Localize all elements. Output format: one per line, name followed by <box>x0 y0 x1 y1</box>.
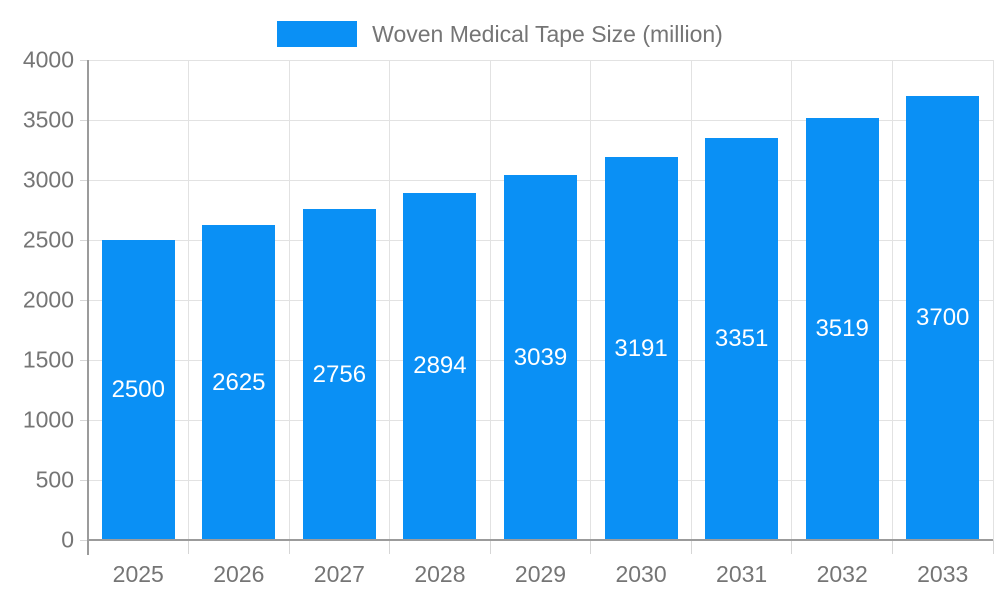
bar-value-label: 2625 <box>212 368 266 396</box>
y-axis-tick-label: 500 <box>35 466 74 493</box>
bar-value-label: 3039 <box>513 343 568 371</box>
y-axis-tick-label: 4000 <box>22 46 74 73</box>
y-axis-tick-label: 2500 <box>22 226 74 253</box>
x-axis-tick <box>389 540 391 554</box>
legend-swatch-icon <box>277 21 358 47</box>
bar-2033[interactable]: 3700 <box>906 96 980 540</box>
gridline-x <box>690 60 692 540</box>
bar-2031[interactable]: 3351 <box>705 137 779 540</box>
y-axis-tick <box>80 239 88 241</box>
x-axis-tick-label: 2033 <box>917 561 969 587</box>
y-axis-tick-label: 1500 <box>22 346 74 373</box>
x-axis-tick <box>288 540 290 554</box>
gridline-x <box>791 60 793 540</box>
x-axis-tick-label: 2031 <box>716 561 768 587</box>
x-axis-tick-label: 2025 <box>112 561 164 587</box>
x-axis-tick <box>489 540 491 554</box>
x-axis-tick <box>992 540 994 554</box>
y-axis-tick <box>80 179 88 181</box>
x-axis-tick-label: 2032 <box>816 561 868 587</box>
legend-label: Woven Medical Tape Size (million) <box>372 20 723 47</box>
y-axis-tick <box>80 119 88 121</box>
bar-value-label: 2756 <box>312 360 367 388</box>
gridline-x <box>891 60 893 540</box>
x-axis-tick-label: 2028 <box>414 561 466 587</box>
gridline-x <box>992 60 994 540</box>
bar-2025[interactable]: 2500 <box>101 240 175 540</box>
y-axis-tick-label: 1000 <box>22 406 74 433</box>
y-axis-line <box>87 60 89 555</box>
gridline-y-4000 <box>88 59 993 61</box>
bar-value-label: 3191 <box>614 334 668 362</box>
legend[interactable]: Woven Medical Tape Size (million) <box>0 16 1000 52</box>
y-axis-tick <box>80 299 88 301</box>
y-axis-tick-label: 0 <box>61 526 74 553</box>
bar-value-label: 2894 <box>413 352 467 380</box>
y-axis-tick-label: 2000 <box>22 286 74 313</box>
x-axis-tick <box>891 540 893 554</box>
x-axis-tick <box>590 540 592 554</box>
bar-2029[interactable]: 3039 <box>504 175 577 540</box>
bar-value-label: 2500 <box>111 376 165 403</box>
bar-value-label: 3519 <box>815 314 869 342</box>
y-axis-tick <box>80 419 88 421</box>
gridline-x <box>590 60 592 540</box>
y-axis-tick <box>80 479 88 481</box>
bar-value-label: 3700 <box>916 304 970 331</box>
gridline-x <box>288 60 290 540</box>
gridline-x <box>489 60 491 540</box>
plot-area: 2500 2625 2756 2894 3039 3191 3351 3519 3700 0 50… <box>23 47 994 587</box>
bar-value-label: 3351 <box>714 324 769 352</box>
bar-2030[interactable]: 3191 <box>604 157 678 540</box>
x-axis-line <box>88 539 993 541</box>
x-axis-tick <box>690 540 692 554</box>
bar-2032[interactable]: 3519 <box>805 117 879 540</box>
bar-2027[interactable]: 2756 <box>302 209 376 540</box>
bar-2028[interactable]: 2894 <box>403 192 477 540</box>
y-axis-tick <box>80 59 88 61</box>
gridline-x <box>389 60 391 540</box>
y-axis-tick <box>80 359 88 361</box>
y-axis-tick <box>80 539 88 541</box>
y-axis-tick-label: 3500 <box>22 106 74 133</box>
y-axis-tick-label: 3000 <box>22 166 74 193</box>
gridline-x <box>188 60 190 540</box>
x-axis-tick <box>188 540 190 554</box>
bar-2026[interactable]: 2625 <box>202 225 276 540</box>
x-axis-tick <box>791 540 793 554</box>
x-axis-tick-label: 2026 <box>213 561 265 587</box>
x-axis-tick-label: 2030 <box>615 561 667 587</box>
x-axis-tick-label: 2027 <box>313 561 365 587</box>
x-axis-tick-label: 2029 <box>514 561 567 587</box>
gridline-y-3500 <box>88 119 993 121</box>
